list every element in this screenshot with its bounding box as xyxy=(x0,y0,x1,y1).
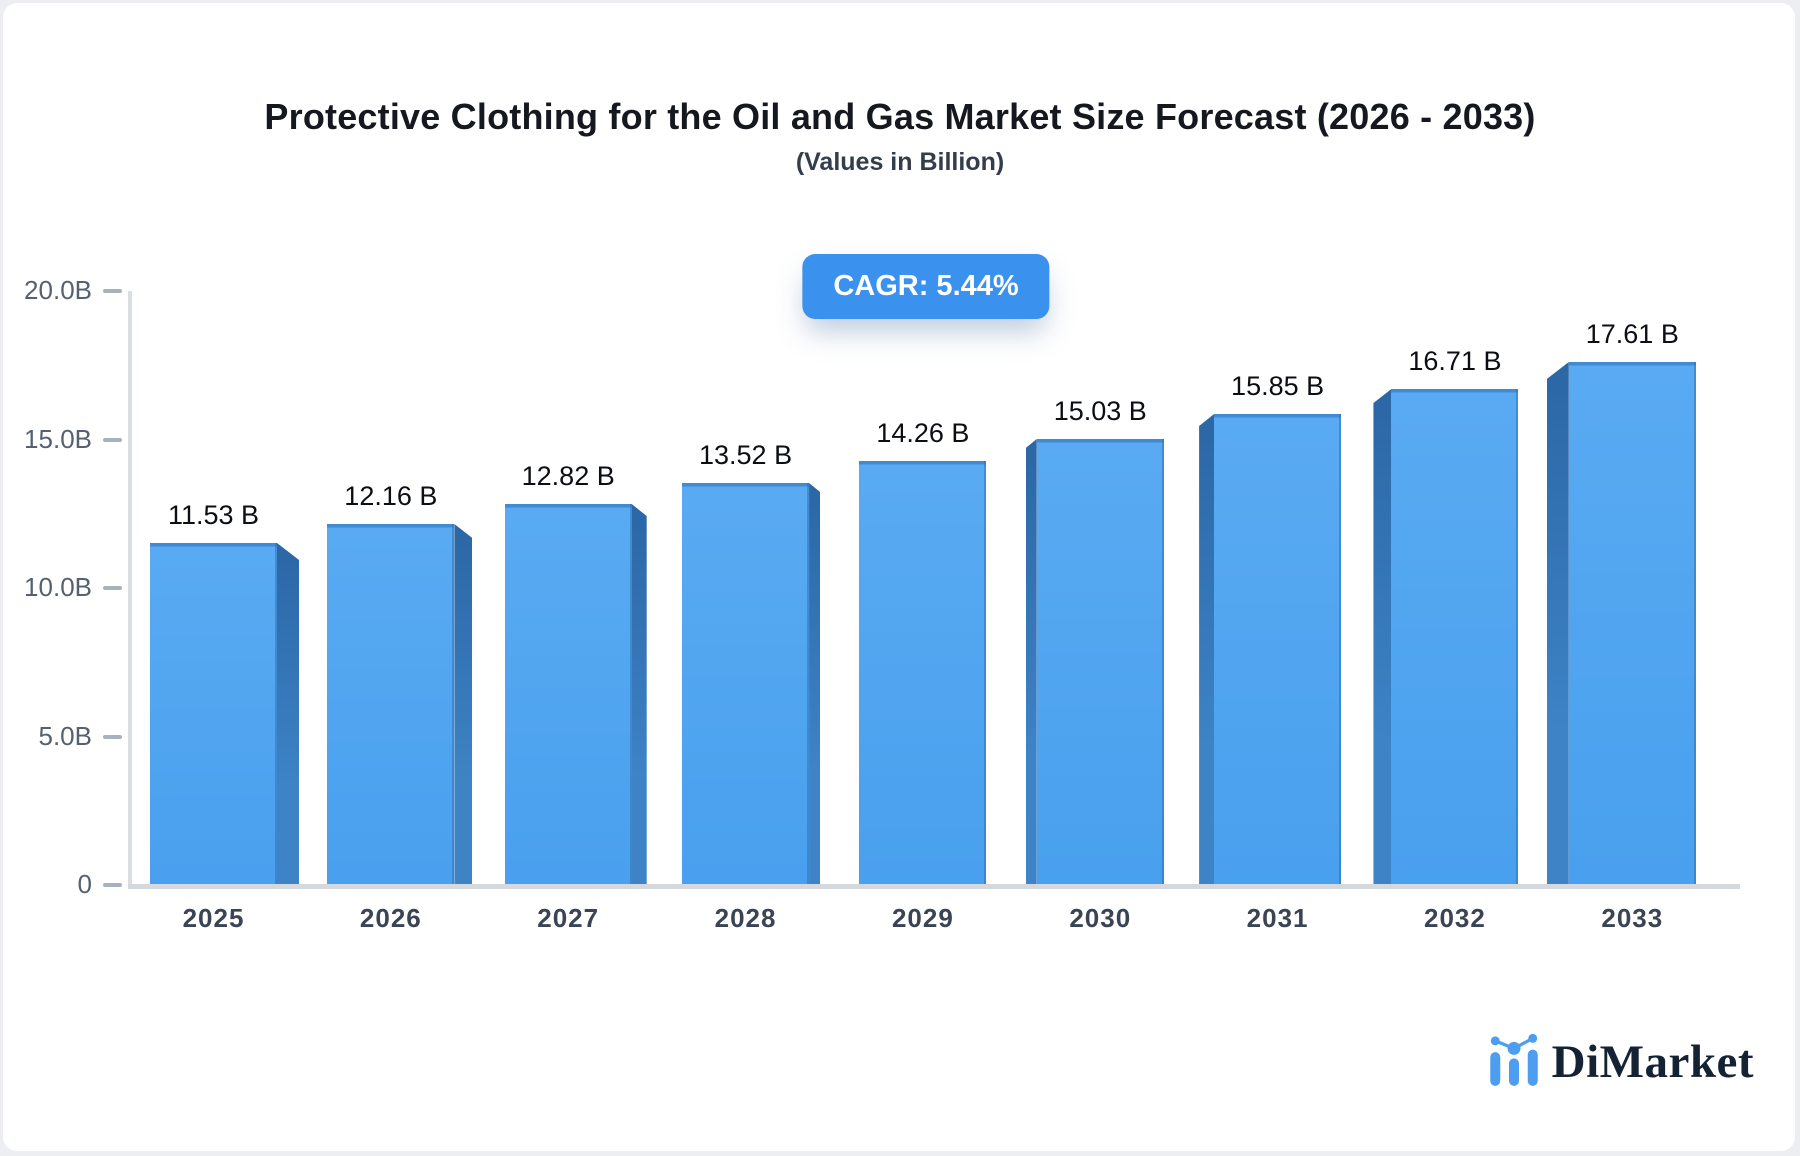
bar-2026[interactable] xyxy=(327,524,455,885)
bar-2029[interactable] xyxy=(859,461,987,885)
bar-value-label-2025: 11.53 B xyxy=(167,500,260,530)
bar-value-label-2031: 15.85 B xyxy=(1231,371,1325,401)
bar-value-label-2032: 16.71 B xyxy=(1408,346,1502,376)
y-tick-mark-20.0B xyxy=(103,289,122,293)
bar-side-face-2028 xyxy=(809,483,821,889)
y-tick-label-20.0B: 20.0B xyxy=(24,275,92,305)
bar-2032[interactable] xyxy=(1391,389,1519,885)
bar-value-label-2028: 13.52 B xyxy=(699,440,793,470)
y-tick-label-0: 0 xyxy=(77,869,92,899)
bar-2028[interactable] xyxy=(682,483,810,885)
bar-value-label-2029: 14.26 B xyxy=(876,418,970,448)
bar-2030[interactable] xyxy=(1036,439,1164,885)
bar-side-face-2026 xyxy=(454,524,473,889)
bar-2025[interactable] xyxy=(150,543,277,885)
bar-2031[interactable] xyxy=(1214,414,1342,885)
bar-2033[interactable] xyxy=(1568,362,1696,885)
bar-side-face-2031 xyxy=(1199,414,1215,889)
x-axis-label-2026: 2026 xyxy=(359,903,422,933)
bar-value-label-2027: 12.82 B xyxy=(521,461,615,491)
x-axis-label-2027: 2027 xyxy=(537,903,600,933)
bar-side-face-2033 xyxy=(1546,362,1569,889)
cagr-badge: CAGR: 5.44% xyxy=(802,254,1050,319)
bar-value-label-2026: 12.16 B xyxy=(344,481,438,511)
y-tick-mark-10.0B xyxy=(103,586,122,590)
y-tick-label-15.0B: 15.0B xyxy=(24,423,92,454)
x-axis-label-2033: 2033 xyxy=(1601,903,1664,933)
y-tick-mark-0 xyxy=(103,883,122,887)
y-tick-mark-15.0B xyxy=(103,437,122,442)
x-axis-line xyxy=(128,884,1740,889)
page-title: Protective Clothing for the Oil and Gas … xyxy=(264,96,1536,137)
x-axis-label-2028: 2028 xyxy=(714,903,777,933)
bar-chart-logo-icon xyxy=(1489,1032,1539,1091)
bar-2027[interactable] xyxy=(504,504,632,885)
bar-side-face-2025 xyxy=(277,543,299,889)
x-axis-label-2030: 2030 xyxy=(1069,903,1132,933)
x-axis-label-2029: 2029 xyxy=(891,903,954,933)
bar-side-face-2030 xyxy=(1025,439,1037,889)
x-axis-label-2032: 2032 xyxy=(1424,903,1486,933)
page-subtitle: (Values in Billion) xyxy=(795,148,1005,176)
brand-logo-text: DiMarket xyxy=(1551,1035,1754,1088)
bar-value-label-2033: 17.61 B xyxy=(1585,319,1679,349)
x-axis-label-2031: 2031 xyxy=(1246,903,1309,933)
brand-logo: DiMarket xyxy=(1489,1032,1754,1091)
bar-value-label-2030: 15.03 B xyxy=(1053,396,1147,426)
x-axis-label-2025: 2025 xyxy=(182,903,245,933)
bar-side-face-2027 xyxy=(631,504,647,889)
bar-side-face-2032 xyxy=(1373,389,1392,889)
y-tick-mark-5.0B xyxy=(103,734,122,739)
y-tick-label-10.0B: 10.0B xyxy=(24,572,92,602)
y-axis-line xyxy=(128,291,132,886)
y-tick-label-5.0B: 5.0B xyxy=(38,720,93,751)
